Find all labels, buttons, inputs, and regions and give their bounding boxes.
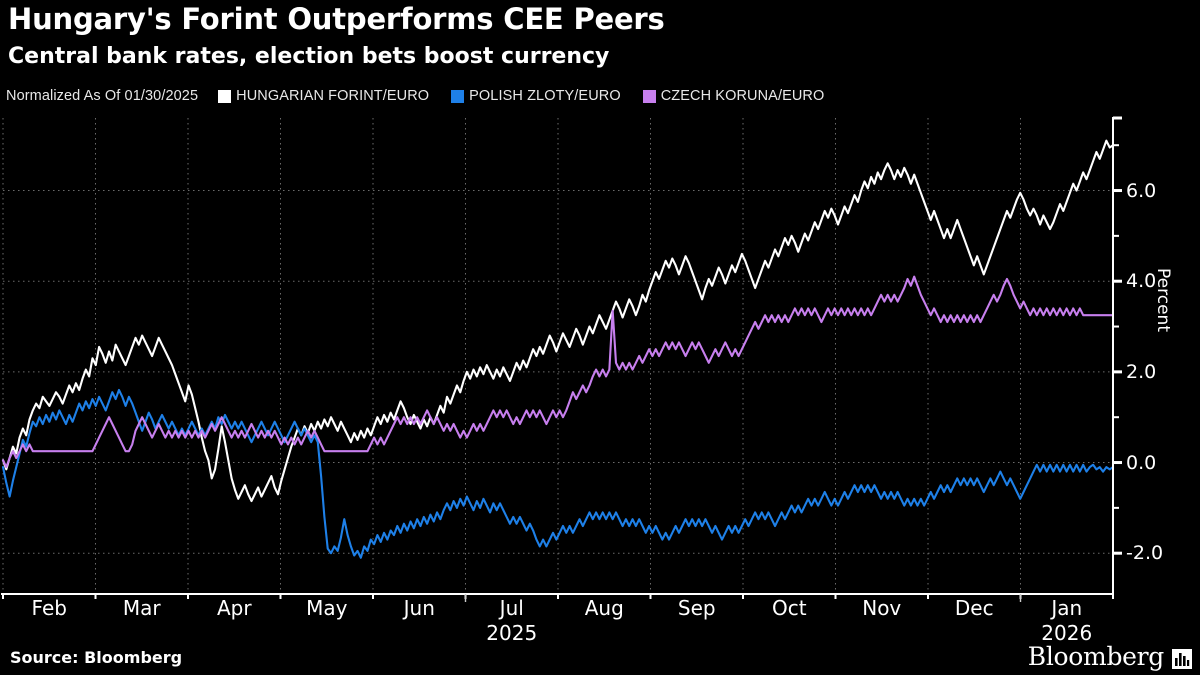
x-tick-month: May	[306, 596, 348, 620]
chart-legend: Normalized As Of 01/30/2025 HUNGARIAN FO…	[6, 88, 846, 104]
x-tick-label: Oct	[772, 596, 807, 620]
legend-item-polish-zloty[interactable]: POLISH ZLOTY/EURO	[451, 88, 621, 104]
y-tick-label: 4.0	[1126, 270, 1157, 293]
x-tick-label: Apr	[217, 596, 252, 620]
series-lines	[1, 139, 1115, 559]
y-tick-label: 6.0	[1126, 179, 1157, 202]
x-tick-month: Aug	[584, 596, 624, 620]
legend-swatch-icon	[451, 89, 465, 103]
x-tick-label: Jul 2025	[486, 596, 537, 645]
legend-swatch-icon	[218, 89, 232, 103]
x-tick-month: Mar	[122, 596, 161, 620]
page-title: Hungary's Forint Outperforms CEE Peers	[8, 2, 665, 36]
x-tick-month: Oct	[771, 596, 807, 620]
legend-swatch-icon	[642, 89, 656, 103]
page-subtitle: Central bank rates, election bets boost …	[8, 44, 610, 69]
y-tick-label: -2.0	[1126, 542, 1164, 565]
x-tick-year: 2025	[486, 621, 538, 645]
x-tick-label: May	[306, 596, 347, 620]
legend-item-czech-koruna[interactable]: CZECH KORUNA/EURO	[642, 88, 825, 104]
x-tick-month: Jul	[499, 596, 524, 620]
x-tick-label: Feb	[32, 596, 67, 620]
x-tick-label: Nov	[862, 596, 901, 620]
y-tick-label: 0.0	[1126, 451, 1157, 474]
x-tick-label: Jun	[404, 596, 435, 620]
chart-plot-area	[0, 112, 1200, 602]
x-tick-label: Jan 2026	[1041, 596, 1092, 645]
x-tick-label: Sep	[678, 596, 716, 620]
legend-normalized-note: Normalized As Of 01/30/2025	[6, 88, 199, 104]
x-tick-month: Jun	[403, 596, 435, 620]
series-line	[1, 275, 1115, 469]
x-tick-month: Feb	[31, 596, 67, 620]
series-line	[1, 388, 1115, 559]
x-tick-label: Mar	[123, 596, 161, 620]
x-tick-label: Aug	[585, 596, 624, 620]
y-tick-label: 2.0	[1126, 360, 1157, 383]
x-tick-month: Jan	[1051, 596, 1083, 620]
x-tick-month: Sep	[677, 596, 716, 620]
legend-item-label: HUNGARIAN FORINT/EURO	[236, 88, 430, 104]
chart-canvas	[1, 116, 1122, 602]
legend-item-label: CZECH KORUNA/EURO	[660, 88, 825, 104]
x-tick-month: Apr	[216, 596, 252, 620]
x-tick-year: 2026	[1041, 621, 1093, 645]
grid-lines	[2, 118, 1114, 594]
legend-item-label: POLISH ZLOTY/EURO	[469, 88, 621, 104]
x-tick-month: Dec	[954, 596, 994, 620]
chart-footer: Source: Bloomberg Bloomberg	[0, 640, 1200, 675]
source-label: Source: Bloomberg	[10, 648, 183, 667]
series-line	[1, 139, 1115, 503]
axis-lines	[1, 116, 1122, 602]
x-tick-month: Nov	[862, 596, 902, 620]
legend-item-hungarian-forint[interactable]: HUNGARIAN FORINT/EURO	[218, 88, 429, 104]
bloomberg-logo-icon	[1172, 649, 1192, 669]
brand-wordmark: Bloomberg	[1027, 642, 1165, 671]
x-tick-label: Dec	[955, 596, 994, 620]
